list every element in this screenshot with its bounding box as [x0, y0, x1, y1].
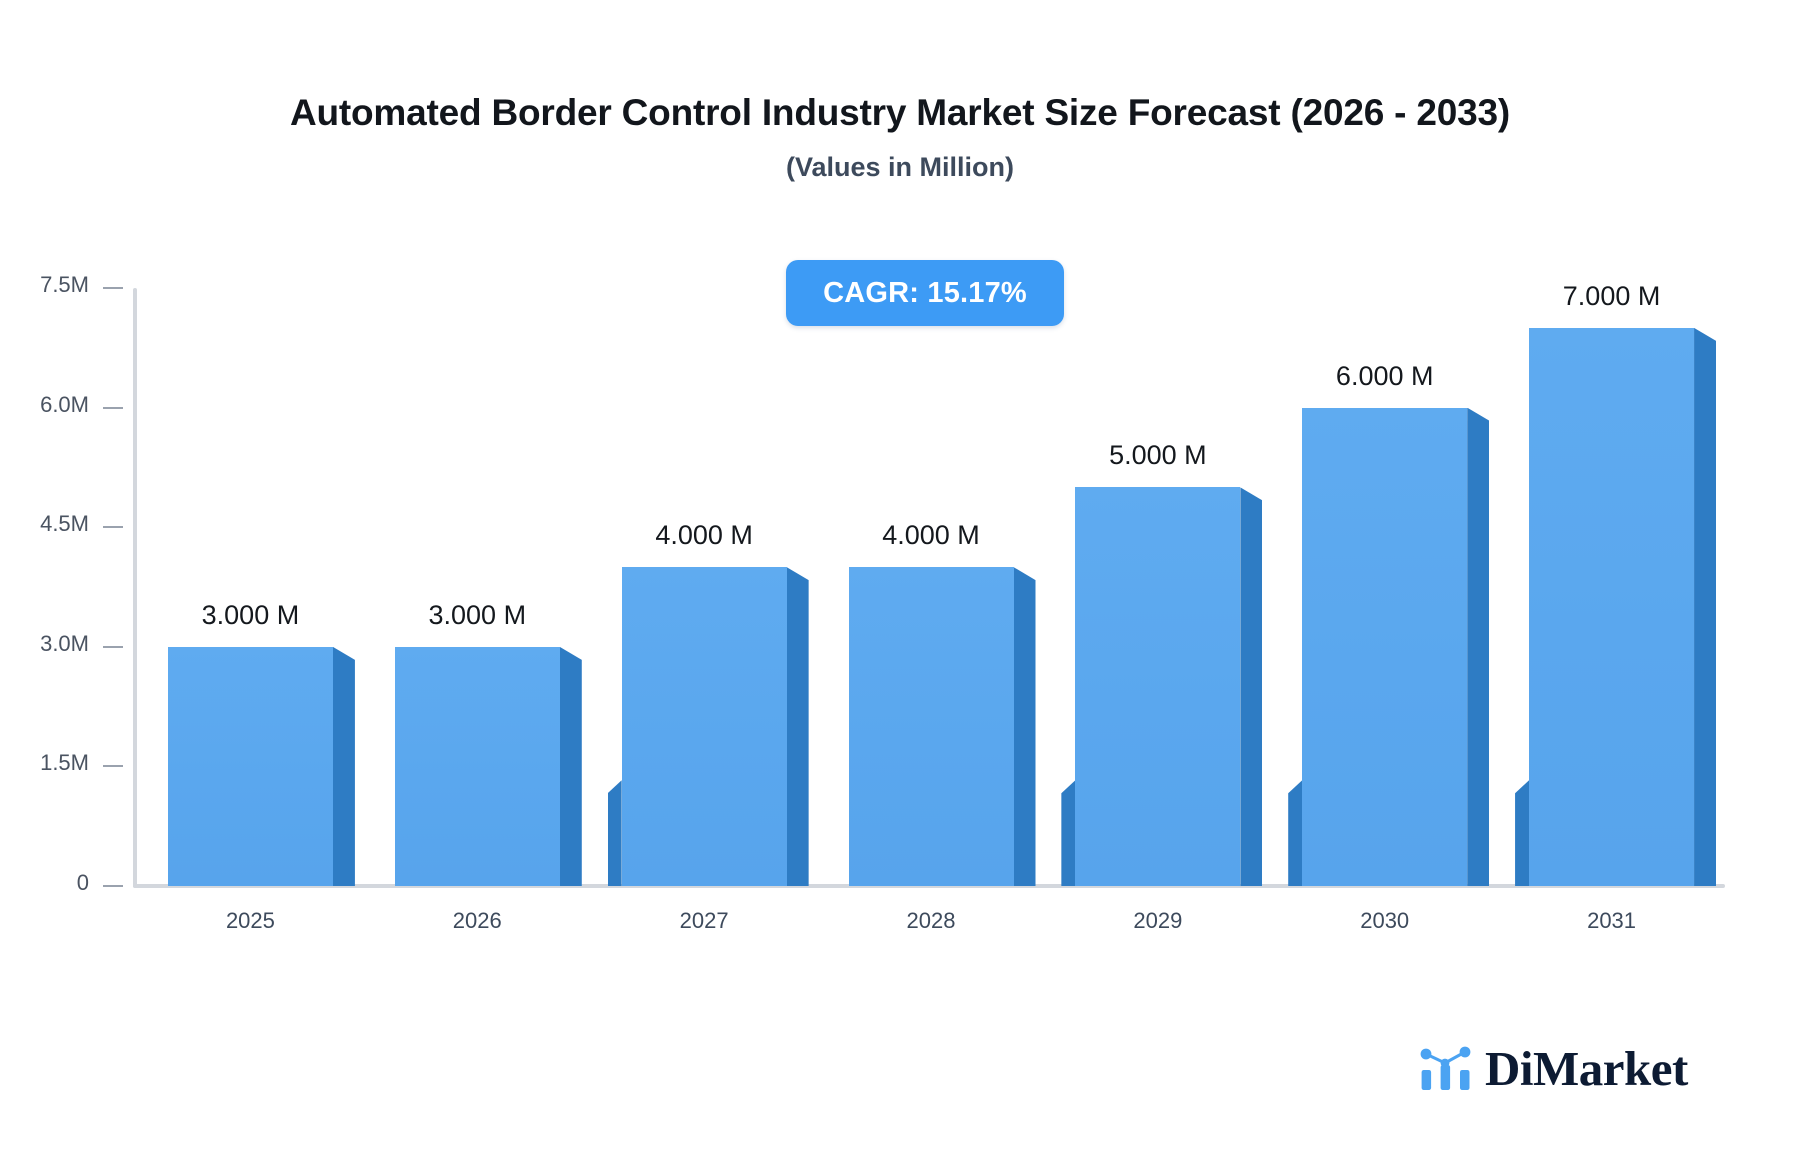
bar-left-face [607, 780, 622, 886]
bar-front-face [1529, 327, 1695, 886]
bar[interactable]: 6.000 M [1288, 361, 1490, 886]
bar-group: 4.000 M [607, 288, 809, 886]
bar-front-face [394, 646, 560, 886]
bar-side-face [332, 646, 355, 886]
bar-value-label: 3.000 M [201, 599, 300, 630]
dimarket-logo: DiMarket [1418, 1043, 1688, 1093]
cagr-badge-label: CAGR: 15.17% [823, 276, 1027, 309]
x-axis-label: 2030 [1360, 908, 1410, 933]
bars-layer: 3.000 M 3.000 M 4.000 M 4.000 M 5.000 M 6.000… [137, 281, 1725, 886]
logo-wordmark: DiMarket [1485, 1040, 1688, 1096]
y-axis-tick-label: 1.5M [40, 750, 89, 776]
bar-left-face [1515, 780, 1530, 886]
x-axis-line [133, 884, 1725, 888]
bar-left-face [1061, 780, 1076, 886]
x-axis-label: 2028 [906, 908, 956, 933]
y-axis-tick-mark [103, 526, 123, 529]
y-axis-tick-label: 6.0M [40, 391, 89, 417]
bar-front-face [1075, 487, 1241, 886]
page-title: Automated Border Control Industry Market… [289, 92, 1511, 133]
y-axis-line [133, 288, 137, 888]
bar-front-face [621, 567, 787, 886]
bar-group: 4.000 M [848, 288, 1036, 886]
x-axis-label: 2025 [225, 908, 275, 933]
y-axis-tick-label: 4.5M [40, 511, 89, 537]
bar-value-label: 5.000 M [1109, 440, 1207, 471]
bar-front-face [848, 567, 1014, 886]
x-axis-label: 2027 [679, 908, 729, 933]
bar-front-face [1302, 407, 1468, 886]
bar[interactable]: 3.000 M [394, 600, 582, 886]
bar[interactable]: 4.000 M [607, 520, 809, 886]
bar-side-face [1694, 327, 1717, 886]
bar[interactable]: 7.000 M [1515, 281, 1717, 886]
x-axis-label: 2031 [1587, 908, 1637, 933]
bar-front-face [167, 646, 333, 886]
bar-value-label: 6.000 M [1335, 360, 1434, 391]
bar-chart-trend-icon [1418, 1043, 1474, 1093]
bar-value-label: 4.000 M [882, 520, 980, 551]
bar-side-face [1013, 567, 1036, 886]
y-axis-tick-label: 7.5M [40, 272, 89, 297]
bar[interactable]: 4.000 M [848, 520, 1036, 886]
bar-value-label: 7.000 M [1562, 280, 1661, 311]
bar-side-face [1467, 407, 1490, 886]
bar-side-face [1240, 487, 1263, 886]
bar-value-label: 3.000 M [428, 599, 527, 630]
y-axis-tick-mark [103, 765, 123, 768]
y-axis-tick-mark [103, 287, 123, 289]
bar-side-face [786, 567, 809, 886]
bar[interactable]: 5.000 M [1061, 440, 1263, 886]
bar-group: 3.000 M [394, 288, 582, 886]
bar-value-label: 4.000 M [655, 520, 753, 551]
y-axis-tick-mark [103, 406, 123, 409]
bar-group: 6.000 M [1288, 288, 1490, 886]
y-axis-tick-mark [103, 885, 123, 887]
y-axis-tick-mark [103, 645, 123, 648]
y-axis-tick-label: 3.0M [40, 630, 89, 656]
x-axis-label: 2026 [452, 908, 502, 933]
bar-group: 5.000 M [1061, 288, 1263, 886]
bar-left-face [1288, 780, 1303, 886]
bar-group: 3.000 M [167, 288, 355, 886]
title-block: Automated Border Control Industry Market… [0, 92, 1800, 183]
bar-side-face [559, 646, 582, 886]
chart-subtitle: (Values in Million) [785, 151, 1015, 182]
bar[interactable]: 3.000 M [167, 600, 355, 886]
bar-group: 7.000 M [1515, 281, 1717, 886]
cagr-badge: CAGR: 15.17% [786, 260, 1064, 326]
y-axis-tick-label: 0 [76, 870, 89, 895]
x-axis-label: 2029 [1133, 908, 1183, 933]
